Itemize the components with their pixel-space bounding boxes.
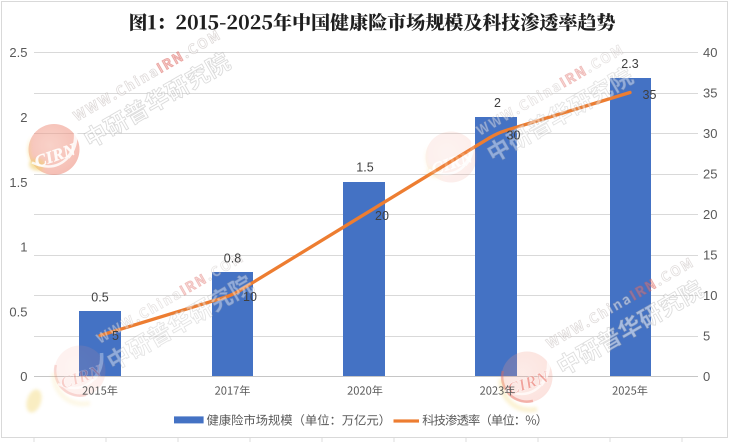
svg-text:35: 35 [643, 88, 657, 102]
svg-text:10: 10 [243, 290, 257, 304]
svg-text:1.5: 1.5 [356, 161, 373, 175]
svg-text:30: 30 [507, 128, 521, 142]
svg-text:40: 40 [703, 45, 717, 60]
svg-text:10: 10 [703, 288, 717, 303]
svg-text:2: 2 [494, 96, 501, 110]
svg-text:30: 30 [703, 126, 717, 141]
svg-text:20: 20 [375, 209, 389, 223]
svg-text:1: 1 [20, 240, 27, 255]
svg-text:0: 0 [703, 369, 710, 384]
svg-text:5: 5 [112, 329, 119, 343]
svg-text:35: 35 [703, 86, 717, 101]
svg-text:1.5: 1.5 [9, 175, 27, 190]
svg-text:2.5: 2.5 [9, 45, 27, 60]
svg-text:20: 20 [703, 207, 717, 222]
svg-text:0: 0 [20, 369, 27, 384]
svg-text:15: 15 [703, 248, 717, 263]
svg-text:0.5: 0.5 [91, 290, 108, 304]
svg-text:25: 25 [703, 167, 717, 182]
svg-text:2: 2 [20, 110, 27, 125]
svg-text:0.8: 0.8 [224, 251, 241, 265]
svg-text:5: 5 [703, 329, 710, 344]
svg-text:2.3: 2.3 [621, 57, 638, 71]
svg-text:0.5: 0.5 [9, 304, 27, 319]
